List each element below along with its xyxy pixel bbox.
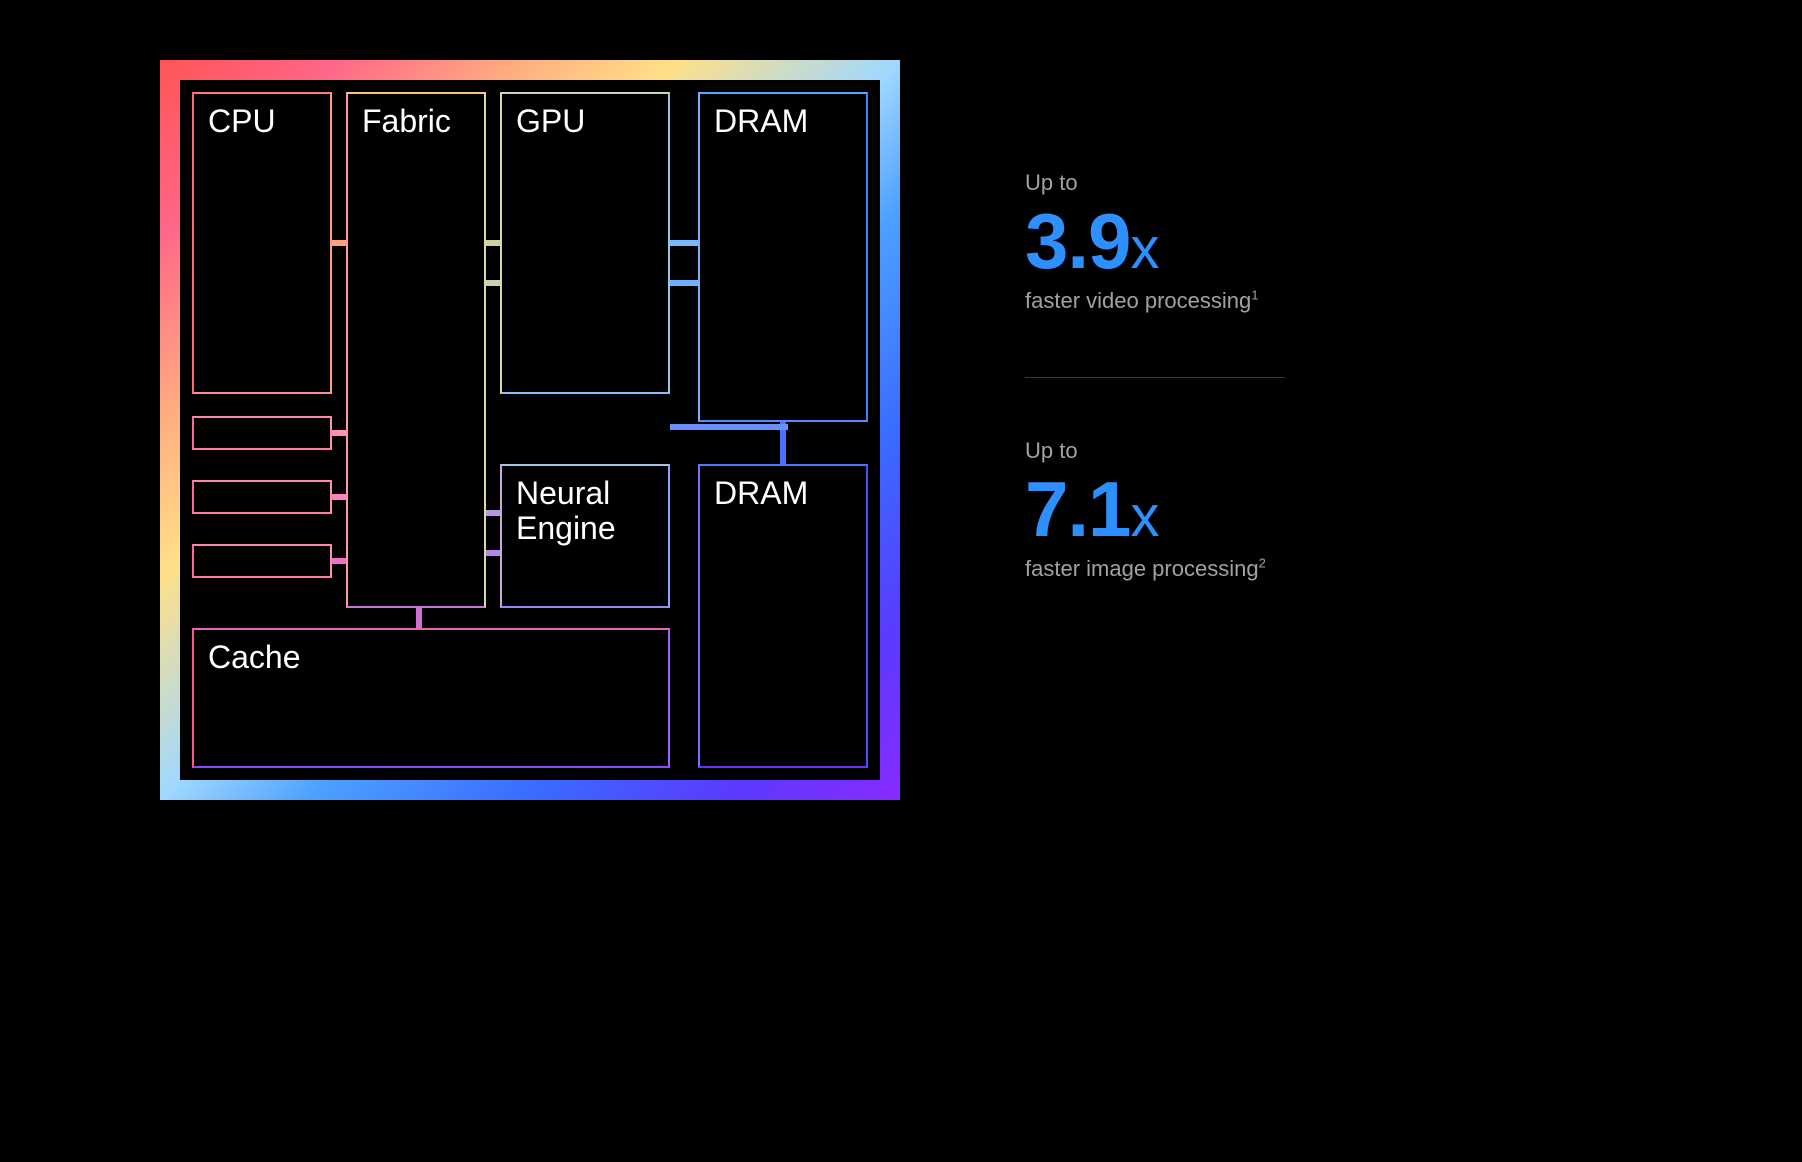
stat-footnote: 2 [1259, 555, 1266, 570]
block-cpu: CPU [192, 92, 332, 394]
stats-divider [1025, 377, 1285, 378]
connector [332, 430, 346, 436]
stat-number: 7.1 [1025, 465, 1130, 553]
stat-value: 3.9x [1025, 202, 1285, 280]
block-label: DRAM [714, 103, 808, 139]
block-dram-top: DRAM [698, 92, 868, 422]
stat-sub-text: faster image processing [1025, 556, 1259, 581]
connector [670, 280, 698, 286]
stat-suffix: x [1130, 484, 1158, 549]
connector [416, 608, 422, 628]
block-label: Neural Engine [516, 475, 616, 546]
stat-suffix: x [1130, 216, 1158, 281]
block-label: GPU [516, 103, 585, 139]
block-small-2 [192, 480, 332, 514]
stats-panel: Up to 3.9x faster video processing1 Up t… [1025, 170, 1285, 645]
stat-sub-text: faster video processing [1025, 288, 1251, 313]
block-fabric: Fabric [346, 92, 486, 608]
block-small-3 [192, 544, 332, 578]
connector [332, 240, 346, 246]
connector [486, 240, 500, 246]
stat-sub: faster video processing1 [1025, 286, 1285, 317]
stat-image: Up to 7.1x faster image processing2 [1025, 438, 1285, 585]
block-small-1 [192, 416, 332, 450]
connector [486, 550, 500, 556]
block-gpu: GPU [500, 92, 670, 394]
block-label: Cache [208, 639, 301, 675]
stat-prefix: Up to [1025, 438, 1285, 464]
connector [486, 280, 500, 286]
stat-value: 7.1x [1025, 470, 1285, 548]
chip-inner: CPU Fabric GPU DRAM Neural Engine DRAM C… [180, 80, 880, 780]
block-label: CPU [208, 103, 276, 139]
connector [670, 240, 698, 246]
block-dram-bottom: DRAM [698, 464, 868, 768]
connector [670, 424, 788, 430]
connector [332, 558, 346, 564]
chip-diagram: CPU Fabric GPU DRAM Neural Engine DRAM C… [160, 60, 900, 800]
infographic-stage: CPU Fabric GPU DRAM Neural Engine DRAM C… [0, 0, 1802, 1162]
stat-sub: faster image processing2 [1025, 554, 1285, 585]
block-cache: Cache [192, 628, 670, 768]
connector [332, 494, 346, 500]
stat-footnote: 1 [1251, 288, 1258, 303]
block-label: Fabric [362, 103, 451, 139]
stat-number: 3.9 [1025, 197, 1130, 285]
stat-prefix: Up to [1025, 170, 1285, 196]
connector [486, 510, 500, 516]
block-label: DRAM [714, 475, 808, 511]
block-neural-engine: Neural Engine [500, 464, 670, 608]
stat-video: Up to 3.9x faster video processing1 [1025, 170, 1285, 317]
